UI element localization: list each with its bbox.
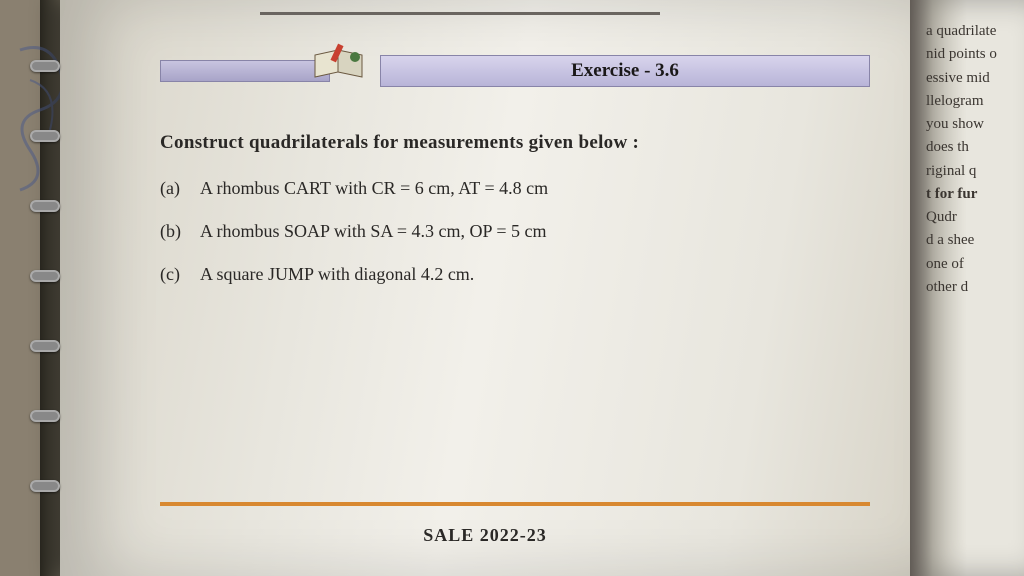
spiral-ring [30, 60, 60, 72]
text-fragment: does th [926, 136, 1018, 159]
item-label: (c) [160, 264, 200, 285]
exercise-title: Exercise - 3.6 [571, 60, 679, 82]
question-list: (a) A rhombus CART with CR = 6 cm, AT = … [160, 178, 870, 285]
text-fragment: riginal q [926, 160, 1018, 183]
spiral-ring [30, 410, 60, 422]
text-fragment: essive mid [926, 67, 1018, 90]
header-bar-left [160, 60, 330, 82]
adjacent-page-fragment: a quadrilate nid points o essive mid lle… [910, 0, 1024, 576]
footer-rule [160, 502, 870, 506]
footer-text: SALE 2022-23 [60, 525, 910, 546]
top-rule [260, 12, 660, 15]
header-bar-right: Exercise - 3.6 [380, 55, 870, 87]
text-fragment: t for fur [926, 183, 1018, 206]
exercise-header: Exercise - 3.6 [160, 50, 870, 92]
spiral-ring [30, 480, 60, 492]
text-fragment: llelogram [926, 90, 1018, 113]
text-fragment: nid points o [926, 43, 1018, 66]
item-label: (b) [160, 221, 200, 242]
list-item: (b) A rhombus SOAP with SA = 4.3 cm, OP … [160, 221, 870, 242]
open-book-icon [310, 42, 370, 92]
list-item: (a) A rhombus CART with CR = 6 cm, AT = … [160, 178, 870, 199]
spiral-ring [30, 270, 60, 282]
text-fragment: d a shee [926, 229, 1018, 252]
item-label: (a) [160, 178, 200, 199]
instruction-text: Construct quadrilaterals for measurement… [160, 132, 870, 154]
text-fragment: other d [926, 276, 1018, 299]
textbook-page: Exercise - 3.6 Construct quadrilaterals … [60, 0, 910, 576]
text-fragment: you show [926, 113, 1018, 136]
item-text: A rhombus SOAP with SA = 4.3 cm, OP = 5 … [200, 221, 870, 242]
text-fragment: Qudr [926, 206, 1018, 229]
item-text: A square JUMP with diagonal 4.2 cm. [200, 264, 870, 285]
item-text: A rhombus CART with CR = 6 cm, AT = 4.8 … [200, 178, 870, 199]
text-fragment: one of [926, 253, 1018, 276]
spiral-ring [30, 130, 60, 142]
text-fragment: a quadrilate [926, 20, 1018, 43]
spiral-ring [30, 200, 60, 212]
list-item: (c) A square JUMP with diagonal 4.2 cm. [160, 264, 870, 285]
spiral-ring [30, 340, 60, 352]
